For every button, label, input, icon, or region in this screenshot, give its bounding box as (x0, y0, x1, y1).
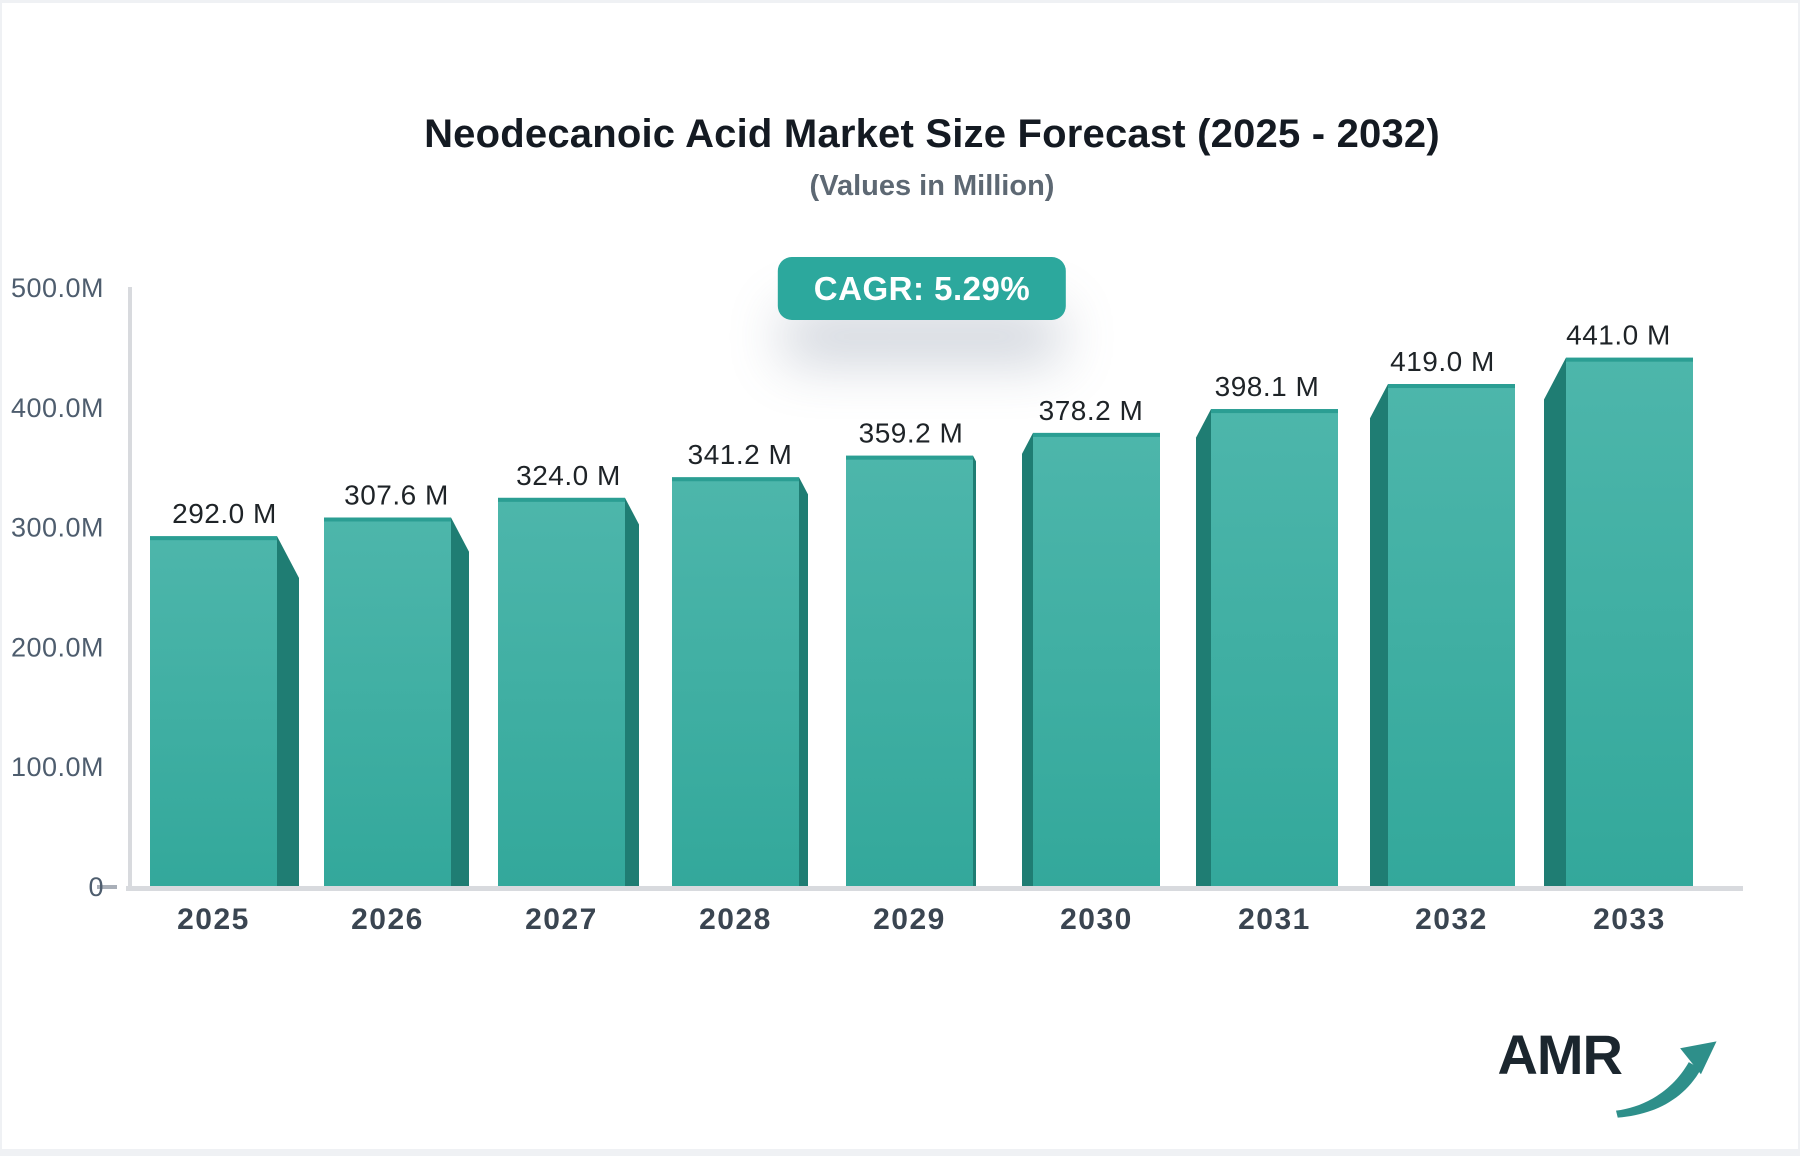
bar-front-face (1566, 357, 1693, 886)
x-axis-label: 2028 (699, 903, 772, 936)
bar-side-face (1196, 409, 1211, 886)
bar-top-edge (1388, 384, 1515, 389)
x-axis-label: 2033 (1593, 903, 1666, 936)
bar-side-face (1022, 432, 1033, 886)
amr-logo: AMR (1497, 1024, 1720, 1126)
bar-2030: 378.2 M 2030 (1022, 395, 1160, 936)
bar-2031: 398.1 M 2031 (1196, 371, 1338, 936)
bar-side-face (451, 517, 469, 886)
bar-side-face (799, 477, 808, 886)
x-axis-label: 2027 (525, 903, 598, 936)
y-axis-label: 300.0M (11, 513, 104, 543)
bar-front-face (672, 477, 799, 886)
y-axis-label: 0 (88, 872, 104, 902)
bar-front-face (1211, 409, 1338, 886)
page-title: Neodecanoic Acid Market Size Forecast (2… (424, 112, 1440, 156)
bar-2026: 307.6 M 2026 (324, 479, 469, 936)
bar-front-face (150, 536, 277, 886)
bar-2025: 292.0 M 2025 (150, 498, 299, 936)
cagr-badge: CAGR: 5.29% (777, 257, 1067, 320)
chart-subtitle: (Values in Million) (809, 170, 1055, 202)
bar-value-label: 341.2 M (688, 439, 793, 470)
x-axis-label: 2025 (177, 903, 250, 936)
bar-top-edge (324, 517, 451, 522)
zero-tick-mark (97, 885, 117, 889)
bar-front-face (1033, 432, 1160, 886)
bar-value-label: 398.1 M (1215, 371, 1320, 402)
bar-value-label: 307.6 M (344, 479, 449, 510)
bar-2027: 324.0 M 2027 (498, 460, 639, 936)
y-axis-label: 400.0M (11, 393, 104, 423)
x-axis-line (126, 886, 1743, 891)
x-axis-label: 2031 (1238, 903, 1311, 936)
x-axis-label: 2030 (1060, 903, 1133, 936)
x-axis-label: 2029 (873, 903, 946, 936)
bar-2028: 341.2 M 2028 (672, 439, 808, 936)
bar-2032: 419.0 M 2032 (1370, 346, 1515, 936)
bar-side-face (277, 536, 299, 886)
y-axis-label: 100.0M (11, 752, 104, 782)
bar-value-label: 419.0 M (1390, 346, 1495, 377)
bar-value-label: 378.2 M (1039, 395, 1144, 426)
bar-side-face (1544, 357, 1566, 886)
x-axis-label: 2032 (1415, 903, 1488, 936)
bar-value-label: 441.0 M (1566, 320, 1671, 351)
bar-side-face (1370, 384, 1388, 886)
logo-arrow-icon (1616, 1041, 1717, 1118)
bar-value-label: 292.0 M (172, 498, 277, 529)
bar-side-face (973, 455, 976, 886)
bar-2029: 359.2 M 2029 (846, 418, 976, 936)
bar-2033: 441.0 M 2033 (1544, 320, 1693, 936)
y-axis-label: 500.0M (11, 273, 104, 303)
bar-front-face (324, 517, 451, 886)
x-axis-label: 2026 (351, 903, 424, 936)
bar-top-edge (846, 455, 973, 460)
bar-side-face (625, 497, 639, 886)
bar-top-edge (672, 477, 799, 482)
bar-front-face (1388, 384, 1515, 886)
bar-front-face (498, 497, 625, 886)
bar-value-label: 359.2 M (859, 418, 964, 449)
bar-top-edge (150, 536, 277, 541)
y-axis-label: 200.0M (11, 632, 104, 662)
bar-value-label: 324.0 M (516, 460, 621, 491)
y-axis-line (128, 287, 132, 891)
bar-top-edge (498, 497, 625, 502)
bar-top-edge (1566, 357, 1693, 362)
bar-top-edge (1033, 432, 1160, 437)
bar-top-edge (1211, 409, 1338, 414)
bar-front-face (846, 455, 973, 886)
amr-logo-text: AMR (1497, 1023, 1623, 1086)
